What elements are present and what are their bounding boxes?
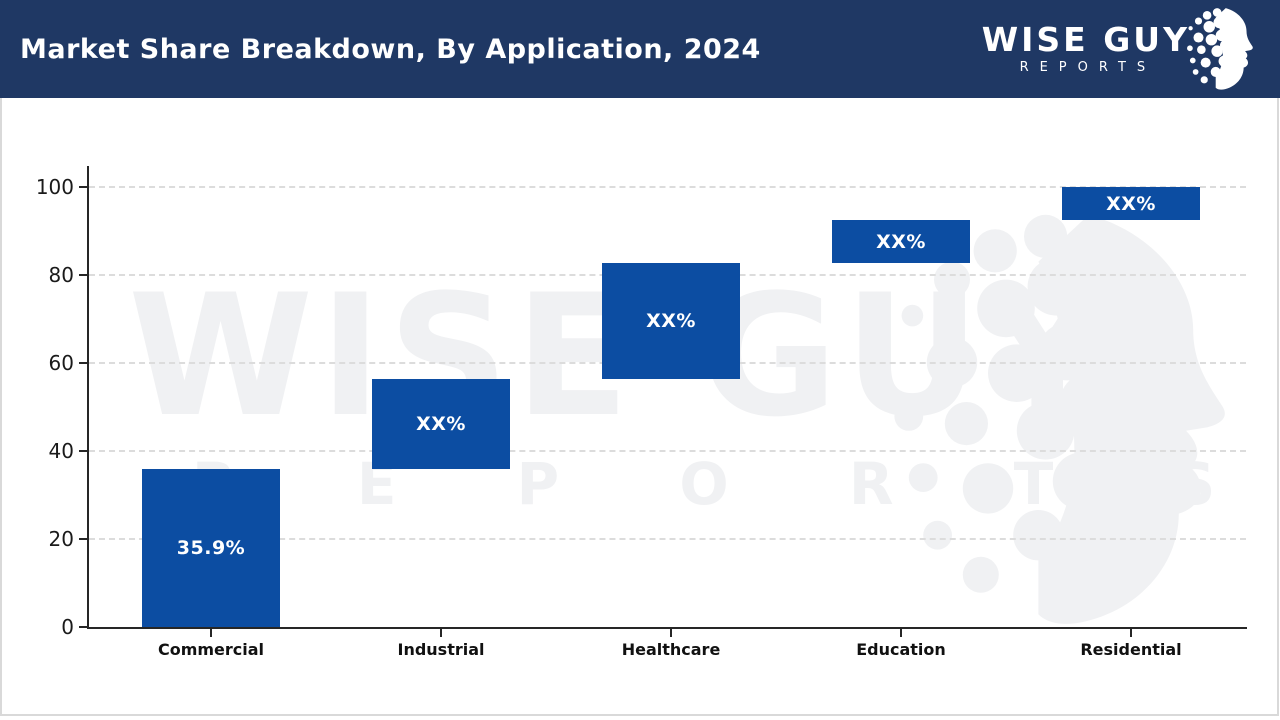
- x-tick: [1130, 629, 1132, 637]
- chart-title: Market Share Breakdown, By Application, …: [20, 33, 761, 65]
- y-tick: [79, 626, 87, 628]
- x-tick: [440, 629, 442, 637]
- y-tick-label: 60: [48, 351, 74, 375]
- bar-industrial: XX%: [372, 378, 510, 470]
- bar-value-label: XX%: [646, 309, 696, 332]
- bar-value-label: XX%: [1106, 192, 1156, 215]
- bar-commercial: 35.9%: [142, 469, 280, 627]
- category-label: Healthcare: [621, 640, 721, 659]
- y-tick: [79, 186, 87, 188]
- bar-value-label: XX%: [416, 412, 466, 435]
- x-tick: [210, 629, 212, 637]
- gridline: [89, 538, 1246, 540]
- y-tick-label: 40: [48, 439, 74, 463]
- y-tick: [79, 274, 87, 276]
- y-tick-label: 20: [48, 527, 74, 551]
- y-tick-label: 0: [61, 615, 74, 639]
- gridline: [89, 450, 1246, 452]
- bar-value-label: 35.9%: [176, 537, 246, 559]
- bar-residential: XX%: [1062, 187, 1200, 221]
- y-tick: [79, 362, 87, 364]
- y-tick: [79, 538, 87, 540]
- category-label: Residential: [1080, 640, 1182, 659]
- gridline: [89, 186, 1246, 188]
- y-tick-label: 80: [48, 263, 74, 287]
- category-label: Commercial: [157, 640, 265, 659]
- bar-value-label: XX%: [876, 230, 926, 253]
- x-axis-line: [87, 627, 1247, 629]
- y-tick-label: 100: [35, 175, 74, 199]
- logo-wordmark: WISE GUY REPORTS: [982, 23, 1190, 75]
- y-axis-line: [87, 166, 89, 627]
- wiseguy-logo: WISE GUY REPORTS: [982, 6, 1280, 92]
- logo-subtext: REPORTS: [1019, 60, 1157, 75]
- y-tick: [79, 450, 87, 452]
- bar-education: XX%: [832, 220, 970, 263]
- x-tick: [670, 629, 672, 637]
- x-tick: [900, 629, 902, 637]
- category-label: Industrial: [397, 640, 485, 659]
- category-label: Education: [856, 640, 946, 659]
- header: Market Share Breakdown, By Application, …: [0, 0, 1280, 98]
- bar-healthcare: XX%: [602, 262, 740, 379]
- logo-word: WISE GUY: [981, 20, 1190, 59]
